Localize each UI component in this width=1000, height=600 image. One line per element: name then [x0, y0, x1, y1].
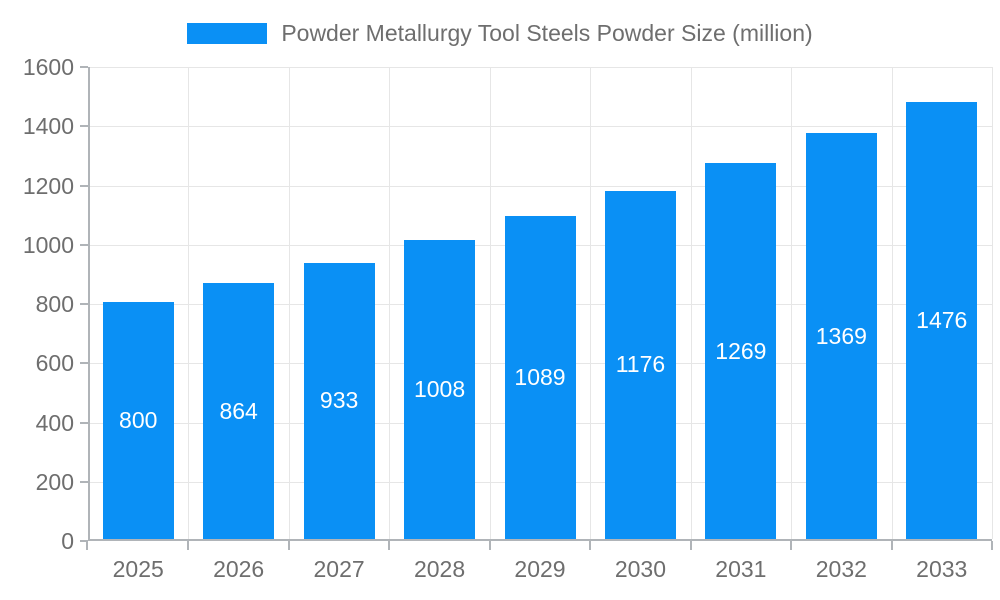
x-tick-label: 2026	[213, 556, 265, 582]
y-tick-label: 600	[35, 350, 74, 377]
bar: 800	[102, 302, 174, 539]
x-tick-label: 2027	[313, 556, 365, 582]
gridline-vertical	[791, 67, 793, 539]
x-tick-label: 2032	[815, 556, 867, 582]
gridline-horizontal	[90, 67, 992, 68]
y-tick-label: 1600	[22, 54, 74, 80]
gridline-horizontal	[90, 126, 992, 128]
y-axis-tick	[80, 66, 88, 68]
bar: 1176	[604, 190, 676, 539]
bar-value-label: 864	[219, 397, 258, 424]
y-tick-label: 0	[61, 528, 74, 554]
legend-label: Powder Metallurgy Tool Steels Powder Siz…	[281, 20, 813, 46]
bar-value-label: 1269	[715, 337, 767, 364]
x-axis-tick	[689, 541, 692, 550]
bar-value-label: 800	[119, 407, 158, 433]
x-tick-label: 2029	[514, 556, 566, 582]
y-axis-tick	[80, 303, 88, 305]
bar-value-label: 1089	[514, 364, 566, 391]
gridline-vertical	[389, 67, 391, 539]
gridline-vertical	[288, 67, 290, 539]
gridline-vertical	[590, 67, 592, 539]
x-axis-tick	[86, 541, 88, 550]
y-axis-tick	[80, 362, 88, 365]
bar-value-label: 1008	[413, 376, 466, 403]
x-tick-label: 2028	[413, 556, 466, 582]
y-axis-tick	[80, 540, 88, 542]
gridline-horizontal	[90, 185, 992, 187]
x-axis-tick	[388, 541, 391, 550]
x-axis-tick	[488, 541, 491, 550]
y-axis-tick	[80, 421, 88, 424]
x-axis-tick	[287, 541, 290, 550]
x-axis-tick	[991, 541, 993, 550]
bar: 1476	[906, 101, 978, 539]
bar-value-label: 1369	[815, 322, 867, 349]
legend-item[interactable]: Powder Metallurgy Tool Steels Powder Siz…	[187, 20, 813, 47]
bar: 1269	[705, 163, 777, 539]
y-tick-label: 1400	[22, 113, 74, 140]
y-tick-label: 1000	[22, 231, 74, 258]
x-axis-tick	[790, 541, 793, 550]
x-axis-tick	[187, 541, 190, 550]
gridline-vertical	[489, 67, 491, 539]
y-axis-tick	[80, 480, 88, 483]
bar: 1008	[404, 240, 476, 539]
gridline-vertical	[690, 67, 692, 539]
y-axis-tick	[80, 243, 88, 246]
bar: 933	[303, 262, 375, 539]
y-tick-label: 800	[35, 291, 74, 317]
legend-swatch-icon	[187, 23, 268, 44]
x-axis-tick	[890, 541, 893, 550]
y-tick-label: 400	[35, 409, 74, 436]
bar-value-label: 1176	[615, 351, 666, 378]
y-tick-label: 1200	[22, 172, 74, 199]
x-tick-label: 2030	[614, 556, 667, 582]
legend: Powder Metallurgy Tool Steels Powder Siz…	[0, 20, 1000, 47]
x-tick-label: 2031	[715, 556, 767, 582]
y-axis-tick	[80, 125, 88, 128]
bar: 1089	[504, 216, 576, 539]
gridline-vertical	[188, 67, 190, 539]
bar-value-label: 933	[319, 387, 359, 414]
x-axis-tick	[589, 541, 592, 550]
gridline-vertical	[891, 67, 893, 539]
y-axis-tick	[80, 184, 88, 187]
gridline-vertical	[992, 67, 993, 539]
x-tick-label: 2025	[112, 556, 164, 582]
bar-value-label: 1476	[916, 306, 968, 333]
bar: 1369	[805, 133, 877, 539]
y-tick-label: 200	[35, 468, 74, 495]
bar: 864	[203, 283, 275, 539]
plot-area: 800 864 933 1008 1089 1176 1269 1369 1476	[88, 67, 993, 541]
x-tick-label: 2033	[916, 556, 968, 582]
